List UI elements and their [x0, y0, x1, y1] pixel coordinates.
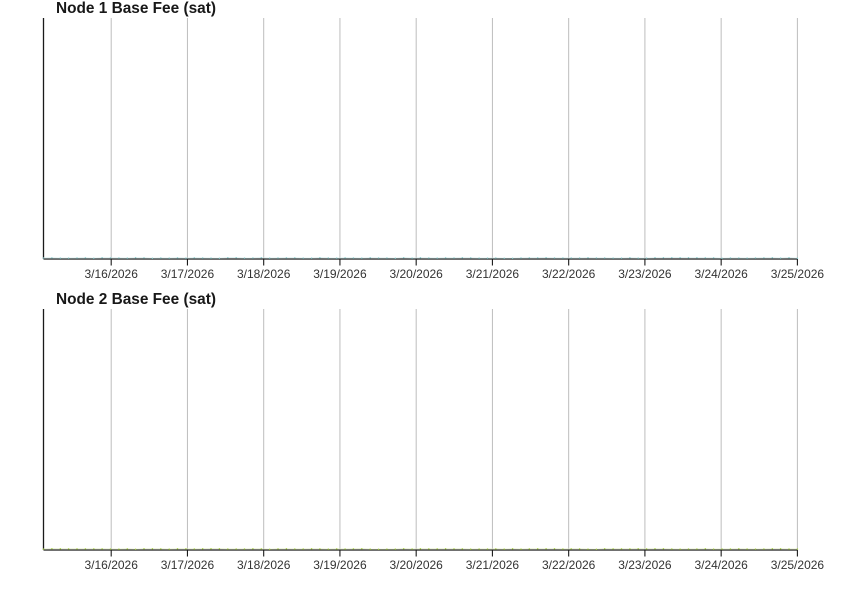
svg-text:3/16/2026: 3/16/2026 — [85, 558, 139, 572]
svg-text:3/18/2026: 3/18/2026 — [237, 267, 291, 281]
svg-text:3/17/2026: 3/17/2026 — [161, 267, 215, 281]
svg-text:3/19/2026: 3/19/2026 — [313, 558, 367, 572]
svg-text:3/20/2026: 3/20/2026 — [389, 558, 443, 572]
svg-text:3/22/2026: 3/22/2026 — [542, 267, 596, 281]
svg-text:3/21/2026: 3/21/2026 — [466, 558, 520, 572]
svg-text:3/18/2026: 3/18/2026 — [237, 558, 291, 572]
svg-text:3/23/2026: 3/23/2026 — [618, 558, 672, 572]
svg-text:3/16/2026: 3/16/2026 — [85, 267, 139, 281]
svg-text:3/25/2026: 3/25/2026 — [771, 558, 825, 572]
svg-text:3/23/2026: 3/23/2026 — [618, 267, 672, 281]
svg-text:3/17/2026: 3/17/2026 — [161, 558, 215, 572]
svg-text:3/25/2026: 3/25/2026 — [771, 267, 825, 281]
svg-text:3/20/2026: 3/20/2026 — [389, 267, 443, 281]
svg-text:3/24/2026: 3/24/2026 — [694, 558, 748, 572]
svg-text:3/19/2026: 3/19/2026 — [313, 267, 367, 281]
svg-text:3/22/2026: 3/22/2026 — [542, 558, 596, 572]
svg-text:3/24/2026: 3/24/2026 — [694, 267, 748, 281]
svg-text:3/21/2026: 3/21/2026 — [466, 267, 520, 281]
